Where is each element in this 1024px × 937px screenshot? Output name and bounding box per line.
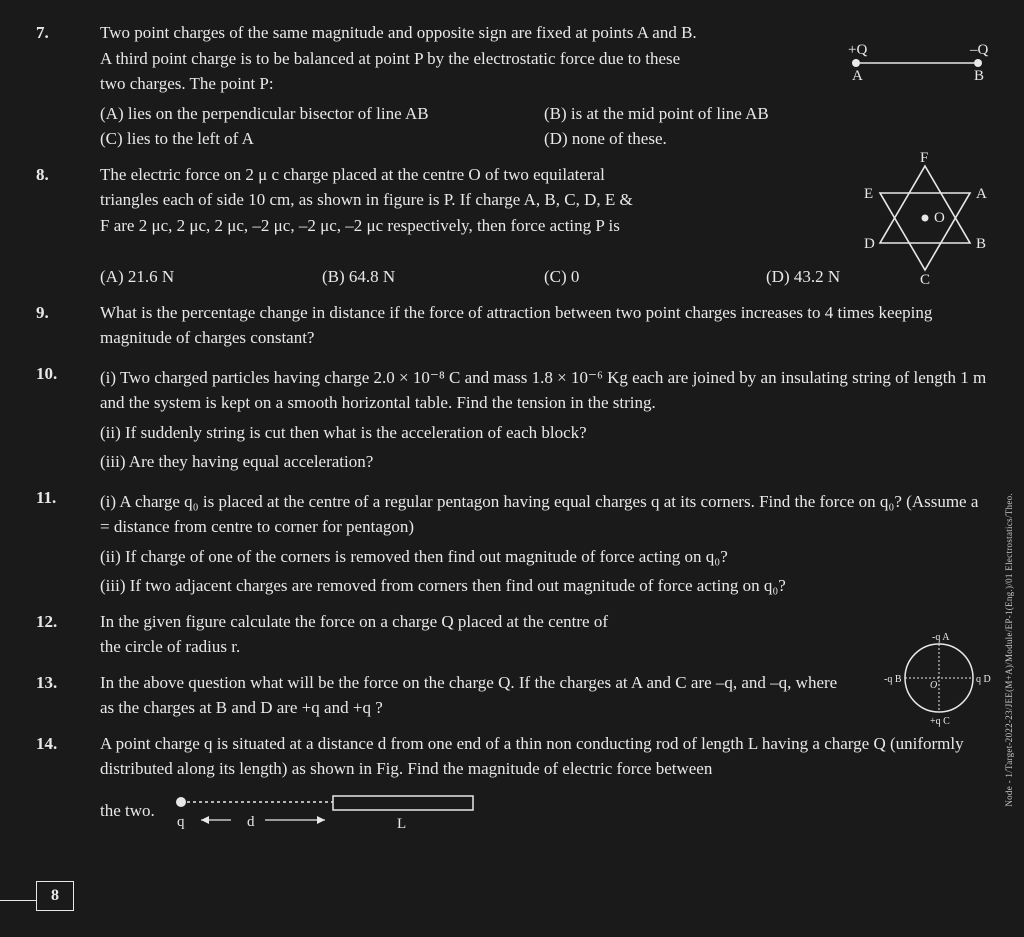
q8-fig-F: F: [920, 150, 928, 166]
page-number: 8: [36, 881, 74, 911]
q8-fig-O: O: [934, 210, 945, 226]
question-13: 13. In the above question what will be t…: [36, 670, 988, 721]
q9-number: 9.: [36, 300, 100, 351]
q7-fig-dotB: [974, 59, 982, 67]
question-14: 14. A point charge q is situated at a di…: [36, 731, 988, 834]
q13-body: In the above question what will be the f…: [100, 670, 988, 721]
q7-number: 7.: [36, 20, 100, 152]
q8-tri-up: [880, 166, 970, 243]
q7-fig-minusQ: –Q: [969, 42, 989, 58]
q7-figure: +Q –Q A B: [834, 40, 994, 86]
q14-arrow1-head: [201, 816, 209, 824]
q14-stem2: the two.: [100, 798, 155, 824]
q7-fig-plusQ: +Q: [848, 42, 867, 58]
q12-fig-O: O: [930, 680, 937, 691]
q8-tri-down: [880, 193, 970, 270]
q14-stem: A point charge q is situated at a distan…: [100, 731, 988, 782]
q14-figure: q d L: [165, 788, 485, 834]
q14-fig-L: L: [397, 816, 406, 832]
q10-body: (i) Two charged particles having charge …: [100, 361, 988, 475]
question-8: 8. The electric force on 2 μ c charge pl…: [36, 162, 988, 290]
q14-body: A point charge q is situated at a distan…: [100, 731, 988, 834]
q12-fig-D: q D: [976, 674, 991, 685]
q14-number: 14.: [36, 731, 100, 834]
q12-stem-line2: the circle of radius r.: [100, 634, 988, 660]
question-11: 11. (i) A charge q₀ is placed at the cen…: [36, 485, 988, 599]
q8-fig-A: A: [976, 186, 987, 202]
q8-optC: (C) 0: [544, 264, 766, 290]
q8-figure: O F A B C D E: [850, 148, 1000, 288]
q14-fig-q: q: [177, 814, 185, 830]
q7-optC: (C) lies to the left of A: [100, 126, 544, 152]
q12-body: In the given figure calculate the force …: [100, 609, 988, 660]
q8-fig-D: D: [864, 236, 875, 252]
q12-fig-A: -q A: [932, 632, 950, 643]
q11-body: (i) A charge q₀ is placed at the centre …: [100, 485, 988, 599]
q8-fig-C: C: [920, 272, 930, 288]
footer-line: [0, 900, 36, 902]
q11-iii: (iii) If two adjacent charges are remove…: [100, 573, 988, 599]
q8-fig-E: E: [864, 186, 873, 202]
q8-center-dot: [922, 215, 929, 222]
question-10: 10. (i) Two charged particles having cha…: [36, 361, 988, 475]
question-9: 9. What is the percentage change in dist…: [36, 300, 988, 351]
q14-arrow2-head: [317, 816, 325, 824]
q12-fig-C: +q C: [930, 716, 950, 727]
q12-number: 12.: [36, 609, 100, 660]
q14-fig-d: d: [247, 814, 255, 830]
q7-optA: (A) lies on the perpendicular bisector o…: [100, 101, 544, 127]
question-12: 12. In the given figure calculate the fo…: [36, 609, 988, 660]
q14-point-q: [176, 797, 186, 807]
q11-ii: (ii) If charge of one of the corners is …: [100, 544, 988, 570]
q12-stem-line1: In the given figure calculate the force …: [100, 609, 988, 635]
q7-optB: (B) is at the mid point of line AB: [544, 101, 988, 127]
q7-fig-B: B: [974, 68, 984, 84]
q13-stem: In the above question what will be the f…: [100, 670, 988, 721]
q7-fig-A: A: [852, 68, 863, 84]
q12-fig-B: -q B: [884, 674, 902, 685]
q8-fig-B: B: [976, 236, 986, 252]
q10-i: (i) Two charged particles having charge …: [100, 365, 988, 416]
q10-iii: (iii) Are they having equal acceleration…: [100, 449, 988, 475]
side-vertical-text: Node - 1/Target-2022-23/JEE(M+A)/Module/…: [1003, 493, 1017, 807]
q11-number: 11.: [36, 485, 100, 599]
q14-rod: [333, 796, 473, 810]
q11-i: (i) A charge q₀ is placed at the centre …: [100, 489, 988, 540]
q8-optB: (B) 64.8 N: [322, 264, 544, 290]
q7-options: (A) lies on the perpendicular bisector o…: [100, 101, 988, 152]
q10-ii: (ii) If suddenly string is cut then what…: [100, 420, 988, 446]
q9-stem: What is the percentage change in distanc…: [100, 300, 988, 351]
q8-optA: (A) 21.6 N: [100, 264, 322, 290]
q7-fig-dotA: [852, 59, 860, 67]
q9-body: What is the percentage change in distanc…: [100, 300, 988, 351]
q10-number: 10.: [36, 361, 100, 475]
q12-figure: O -q A -q B +q C q D: [884, 628, 994, 728]
q13-number: 13.: [36, 670, 100, 721]
q8-number: 8.: [36, 162, 100, 290]
